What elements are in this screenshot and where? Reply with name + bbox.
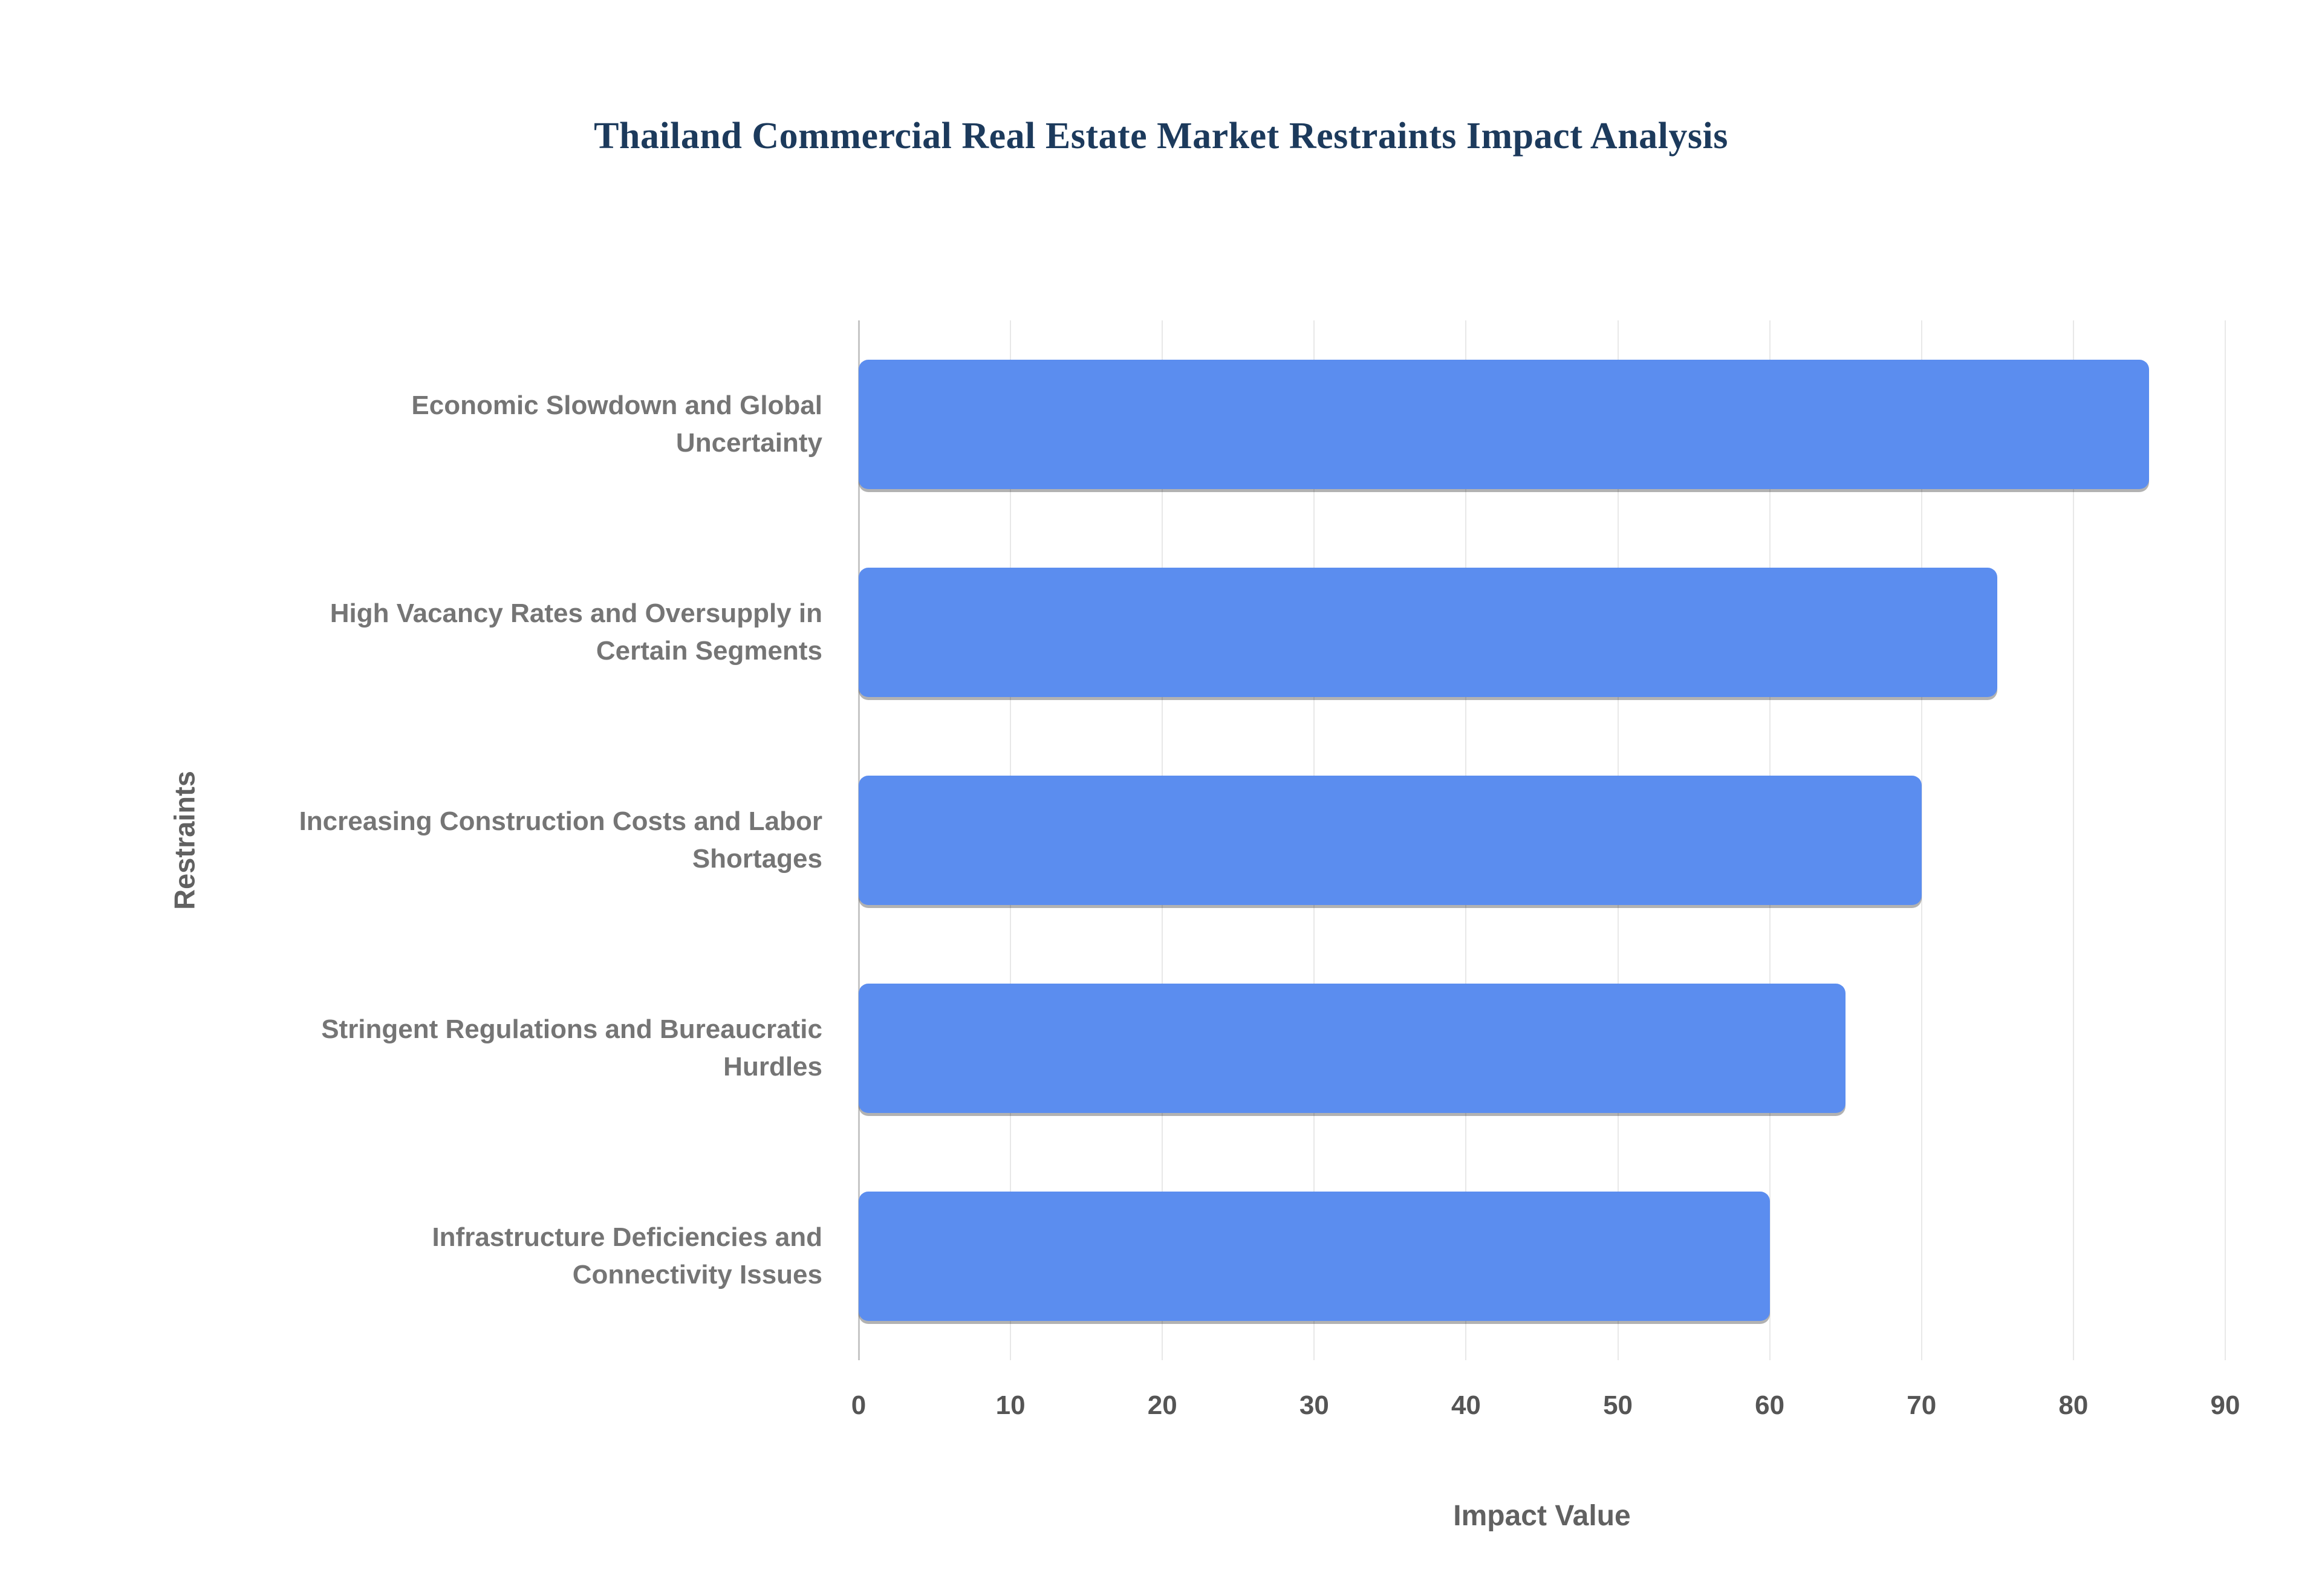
bars bbox=[859, 320, 2225, 1360]
x-tick-label: 30 bbox=[1299, 1390, 1329, 1420]
bar bbox=[859, 776, 1922, 905]
bar bbox=[859, 568, 1998, 697]
gridline bbox=[1920, 320, 1922, 1360]
bar bbox=[859, 1192, 1770, 1321]
y-axis-title: Restraints bbox=[168, 771, 201, 910]
chart-title: Thailand Commercial Real Estate Market R… bbox=[594, 115, 1728, 157]
x-tick-label: 0 bbox=[851, 1390, 867, 1420]
x-tick-label: 60 bbox=[1755, 1390, 1785, 1420]
category-label-row: Increasing Construction Costs and Labor … bbox=[230, 736, 822, 944]
gridline bbox=[2072, 320, 2074, 1360]
gridline bbox=[2225, 320, 2226, 1360]
category-label: Infrastructure Deficiencies and Connecti… bbox=[432, 1222, 822, 1289]
x-tick-label: 90 bbox=[2210, 1390, 2240, 1420]
x-tick-label: 70 bbox=[1907, 1390, 1937, 1420]
bar bbox=[859, 984, 1846, 1113]
x-tick-label: 80 bbox=[2058, 1390, 2089, 1420]
x-tick-label: 10 bbox=[995, 1390, 1026, 1420]
bar-band bbox=[859, 528, 2225, 736]
bar bbox=[859, 360, 2150, 489]
category-label: High Vacancy Rates and Oversupply in Cer… bbox=[330, 598, 822, 666]
category-label-row: Economic Slowdown and Global Uncertainty bbox=[230, 320, 822, 528]
plot-area bbox=[858, 320, 2226, 1360]
category-label-row: Stringent Regulations and Bureaucratic H… bbox=[230, 944, 822, 1152]
bar-band bbox=[859, 736, 2225, 944]
category-label: Stringent Regulations and Bureaucratic H… bbox=[321, 1014, 822, 1082]
bar-band bbox=[859, 944, 2225, 1152]
category-label-row: High Vacancy Rates and Oversupply in Cer… bbox=[230, 528, 822, 736]
category-label-row: Infrastructure Deficiencies and Connecti… bbox=[230, 1152, 822, 1360]
category-label: Increasing Construction Costs and Labor … bbox=[299, 806, 822, 874]
x-tick-label: 50 bbox=[1603, 1390, 1633, 1420]
x-axis-title: Impact Value bbox=[1453, 1500, 1631, 1532]
x-tick-label: 40 bbox=[1451, 1390, 1481, 1420]
category-label: Economic Slowdown and Global Uncertainty bbox=[411, 390, 822, 458]
category-labels: Economic Slowdown and Global Uncertainty… bbox=[230, 320, 822, 1360]
bar-band bbox=[859, 1152, 2225, 1360]
bar-band bbox=[859, 320, 2225, 528]
x-axis-ticks: 0 10 20 30 40 50 60 70 80 90 bbox=[851, 1390, 2240, 1433]
x-tick-label: 20 bbox=[1147, 1390, 1177, 1420]
